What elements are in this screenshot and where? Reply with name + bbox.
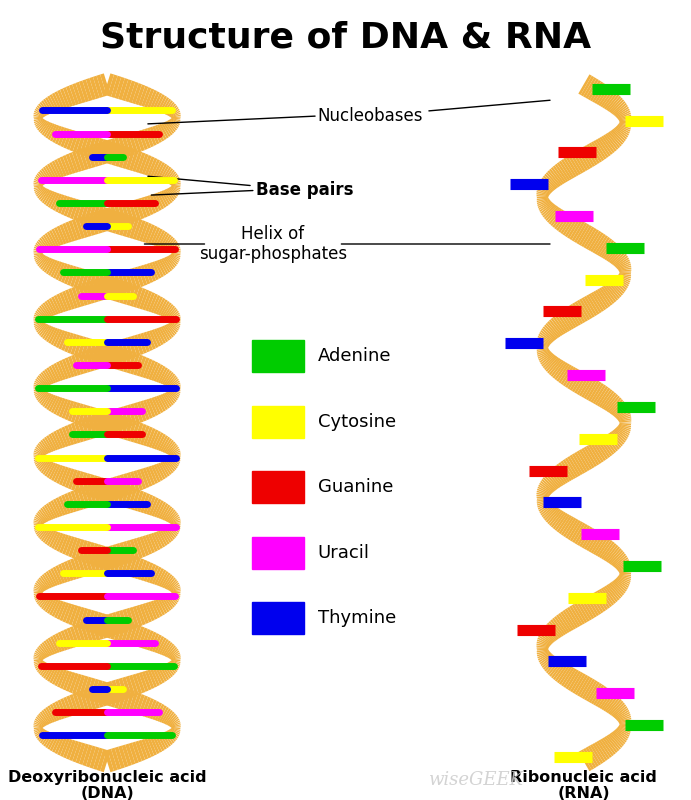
Bar <box>252 340 304 372</box>
Text: Cytosine: Cytosine <box>318 413 396 430</box>
Text: Nucleobases: Nucleobases <box>318 100 550 125</box>
Text: (DNA): (DNA) <box>80 786 134 800</box>
Text: Ribonucleic acid: Ribonucleic acid <box>511 770 657 785</box>
Text: Thymine: Thymine <box>318 610 396 627</box>
Text: Guanine: Guanine <box>318 478 393 496</box>
Bar <box>252 406 304 438</box>
Text: Base pairs: Base pairs <box>148 176 353 199</box>
Text: wiseGEEK: wiseGEEK <box>429 771 524 789</box>
Text: Uracil: Uracil <box>318 544 370 562</box>
Text: Adenine: Adenine <box>318 347 391 365</box>
Bar <box>252 602 304 634</box>
Text: Helix of
sugar-phosphates: Helix of sugar-phosphates <box>199 225 347 263</box>
Text: Deoxyribonucleic acid: Deoxyribonucleic acid <box>8 770 207 785</box>
Bar <box>252 471 304 503</box>
Bar <box>252 537 304 569</box>
Text: Structure of DNA & RNA: Structure of DNA & RNA <box>100 20 591 54</box>
Text: (RNA): (RNA) <box>558 786 610 800</box>
